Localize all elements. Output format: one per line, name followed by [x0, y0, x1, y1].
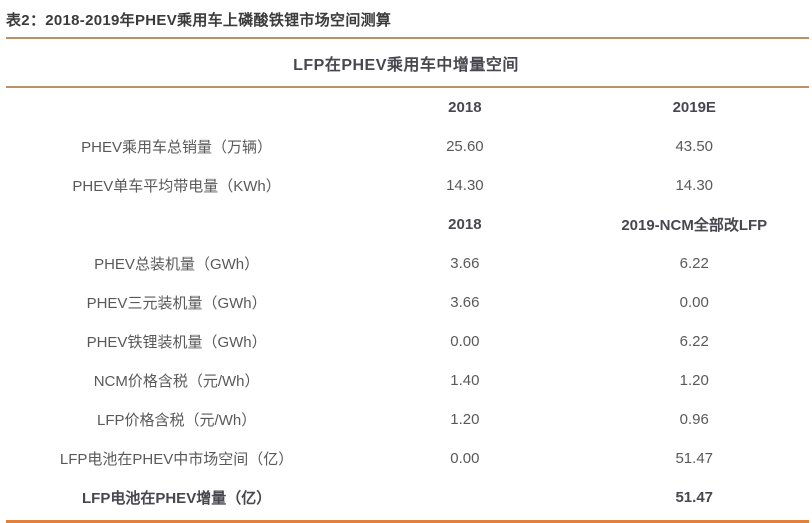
row-label: PHEV单车平均带电量（KWh）: [72, 178, 281, 195]
row-label: NCM价格含税（元/Wh）: [93, 373, 260, 390]
cell-2018: 3.66: [450, 294, 480, 311]
section-header: LFP在PHEV乘用车中增量空间: [293, 57, 519, 74]
data-table: 2018 2019E PHEV乘用车总销量（万辆） 25.60 43.50 PH…: [0, 88, 812, 517]
cell-2019: 0.00: [679, 294, 709, 311]
cell-2019: 6.22: [679, 333, 709, 350]
table-row-scenario-headers: 2018 2019-NCM全部改LFP: [0, 205, 812, 244]
cell-2018: 1.20: [450, 411, 480, 428]
row-label: LFP价格含税（元/Wh）: [97, 412, 257, 429]
row-label: PHEV铁锂装机量（GWh）: [86, 334, 267, 351]
table-row: PHEV乘用车总销量（万辆） 25.60 43.50: [0, 127, 812, 166]
header-divider: [6, 86, 809, 88]
cell-2019: 51.47: [675, 450, 714, 467]
cell-2019: 1.20: [679, 372, 709, 389]
table-row: PHEV铁锂装机量（GWh） 0.00 6.22: [0, 322, 812, 361]
row-label: LFP电池在PHEV增量（亿）: [82, 490, 272, 507]
table-row: PHEV三元装机量（GWh） 3.66 0.00: [0, 283, 812, 322]
table-row: LFP电池在PHEV中市场空间（亿） 0.00 51.47: [0, 439, 812, 478]
top-divider: [6, 37, 809, 39]
table-row: PHEV单车平均带电量（KWh） 14.30 14.30: [0, 166, 812, 205]
table-row: PHEV总装机量（GWh） 3.66 6.22: [0, 244, 812, 283]
col-header-2019-scenario: 2019-NCM全部改LFP: [621, 217, 768, 234]
row-label: PHEV总装机量（GWh）: [94, 256, 260, 273]
table-row: NCM价格含税（元/Wh） 1.40 1.20: [0, 361, 812, 400]
row-label: PHEV乘用车总销量（万辆）: [81, 139, 273, 156]
cell-2019: 51.47: [675, 489, 714, 506]
cell-2018: 0.00: [450, 450, 480, 467]
cell-2018: 25.60: [446, 138, 484, 155]
bottom-divider: [6, 520, 809, 523]
table-title: 表2：2018-2019年PHEV乘用车上磷酸铁锂市场空间测算: [6, 12, 392, 29]
cell-2019: 43.50: [675, 138, 714, 155]
col-header-2018-scenario: 2018: [448, 216, 482, 233]
cell-2018: 14.30: [446, 177, 484, 194]
cell-2018: 0.00: [450, 333, 480, 350]
cell-2019: 14.30: [675, 177, 714, 194]
table-row: LFP价格含税（元/Wh） 1.20 0.96: [0, 400, 812, 439]
col-header-2018: 2018: [448, 99, 482, 116]
cell-2018: 3.66: [450, 255, 480, 272]
row-label: LFP电池在PHEV中市场空间（亿）: [59, 451, 294, 468]
table-row-total: LFP电池在PHEV增量（亿） 51.47: [0, 478, 812, 517]
cell-2019: 0.96: [679, 411, 709, 428]
cell-2018: 1.40: [450, 372, 480, 389]
row-label: PHEV三元装机量（GWh）: [86, 295, 267, 312]
cell-2019: 6.22: [679, 255, 709, 272]
table-row-column-headers: 2018 2019E: [0, 88, 812, 127]
col-header-2019e: 2019E: [672, 99, 716, 116]
